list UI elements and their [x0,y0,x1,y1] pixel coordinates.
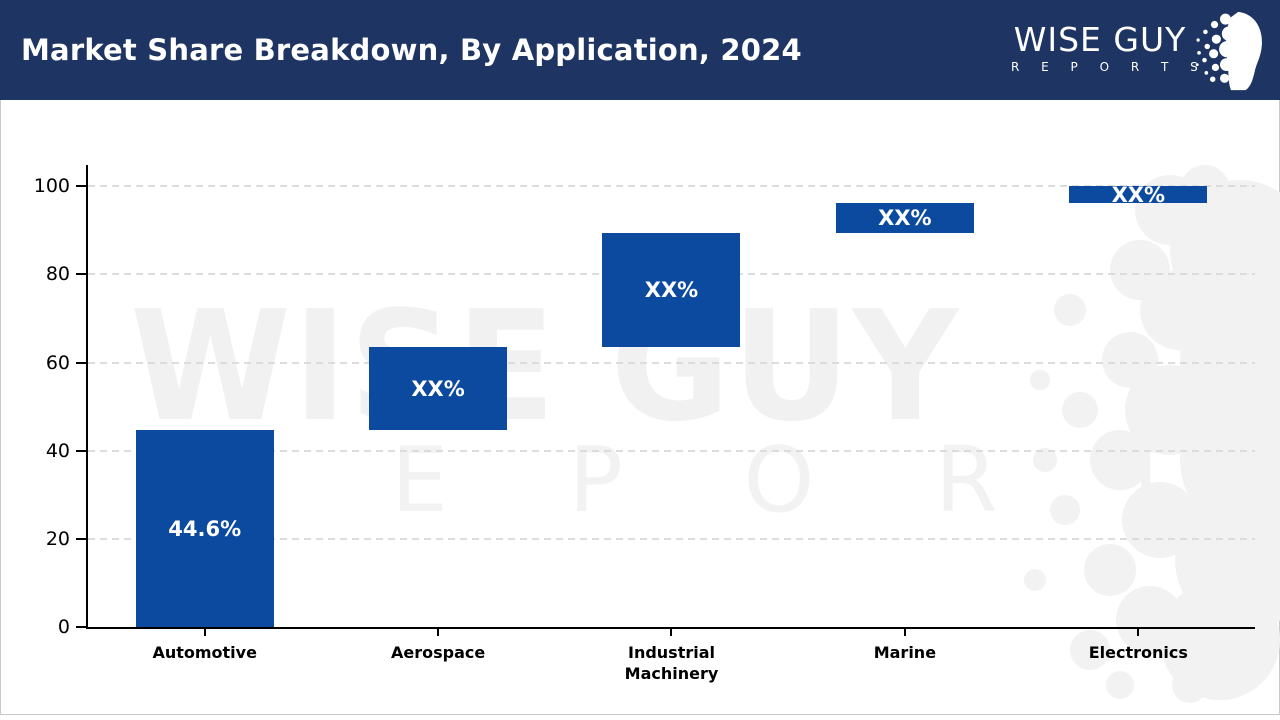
bar-value-label: XX% [644,278,699,303]
x-tick-automotive [203,627,206,636]
gridline-60 [88,361,1255,364]
y-tick-100 [76,185,86,188]
chart-title: Market Share Breakdown, By Application, … [21,33,802,67]
wise-guy-reports-logo: WISE GUY R E P O R T S [1011,8,1266,92]
bar-value-label: XX% [411,376,465,401]
y-tick-label-0: 0 [57,616,70,638]
y-tick-40 [76,449,86,452]
column-electronics: XX% Electronics [1022,165,1255,662]
gridline-40 [88,449,1255,452]
column-industrial-machinery: XX% Industrial Machinery [555,165,788,683]
y-tick-60 [76,361,86,364]
logo-wordmark: WISE GUY [1013,20,1187,59]
y-tick-label-40: 40 [45,439,70,462]
category-label-electronics: Electronics [1088,643,1188,662]
bar-value-label: 44.6% [168,516,242,541]
y-tick-80 [76,273,86,276]
x-tick-marine [903,627,906,636]
bar-marine: XX% [835,202,974,234]
plot-area: 0 20 40 60 80 100 44.6% Automotive XX% Aerospace X… [34,165,1255,683]
x-tick-aerospace [437,627,440,636]
bar-electronics: XX% [1069,183,1208,207]
y-tick-label-80: 80 [45,263,70,286]
x-tick-electronics [1137,627,1140,636]
column-aerospace: XX% Aerospace [321,165,554,662]
category-label-marine: Marine [873,643,937,662]
y-tick-0 [76,626,86,628]
dotted-head-icon [1195,11,1262,91]
logo-subtitle: R E P O R T S [1011,60,1207,74]
y-tick-label-60: 60 [45,351,70,374]
x-tick-industrial-machinery [670,627,673,636]
y-tick-label-20: 20 [45,527,70,550]
y-tick-20 [76,537,86,540]
category-label-industrial-machinery: Industrial Machinery [624,643,719,683]
column-marine: XX% Marine [788,165,1021,662]
y-tick-label-100: 100 [33,175,70,198]
bar-value-label: XX% [878,206,932,231]
bar-automotive: 44.6% [135,430,274,627]
gridline-20 [88,537,1255,540]
bar-value-label: XX% [1111,182,1165,207]
category-label-aerospace: Aerospace [390,643,486,662]
bar-industrial-machinery: XX% [602,233,741,348]
category-label-automotive: Automotive [152,643,257,662]
y-axis-spine [86,165,88,629]
gridline-100 [88,185,1255,188]
bar-aerospace: XX% [369,347,508,431]
header-bar: Market Share Breakdown, By Application, … [0,0,1280,100]
logo-text: WISE GUY R E P O R T S [1011,20,1207,75]
column-automotive: 44.6% Automotive [88,165,321,662]
